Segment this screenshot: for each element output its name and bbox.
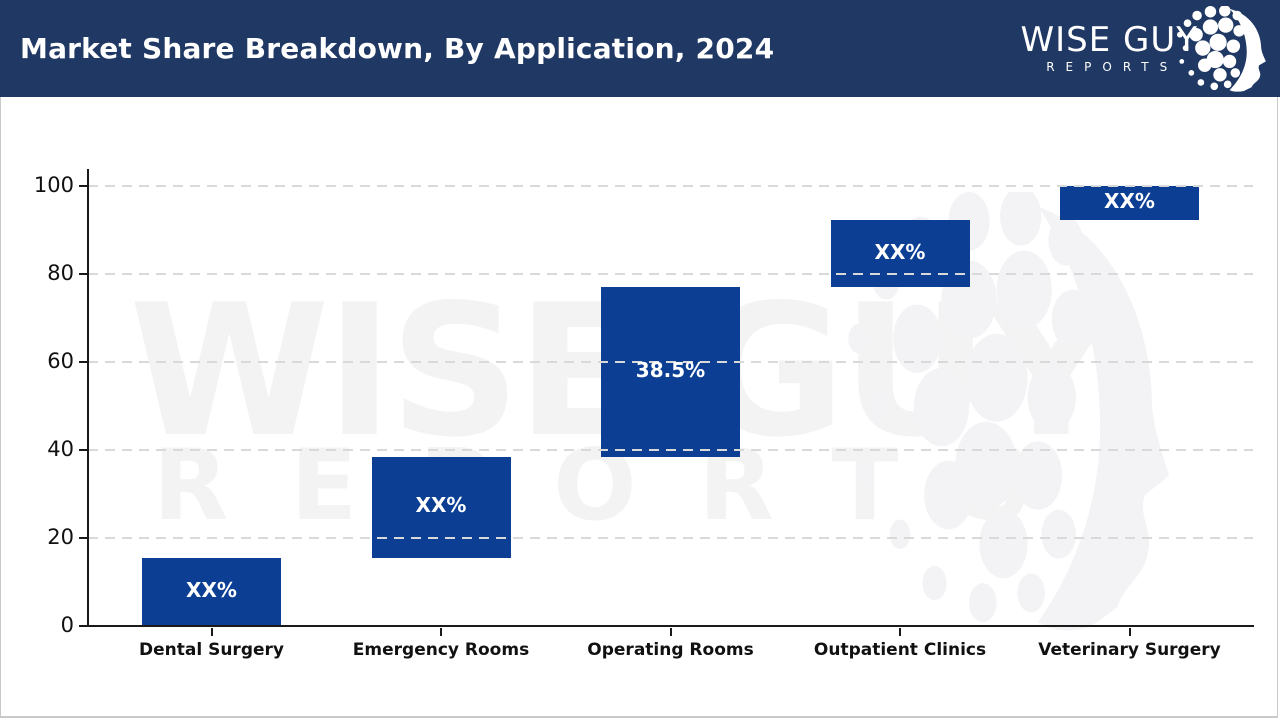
bar-value-label: 38.5%	[635, 357, 706, 382]
x-tick	[899, 628, 901, 636]
x-tick-label: Veterinary Surgery	[1038, 640, 1221, 660]
y-tick	[79, 625, 87, 627]
y-tick	[79, 273, 87, 275]
x-tick	[669, 628, 672, 636]
x-tick-label: Outpatient Clinics	[813, 640, 987, 660]
y-tick-label: 40	[47, 437, 74, 461]
bar-value-label: XX%	[874, 239, 926, 264]
bar	[1060, 186, 1199, 220]
bar-value-label: XX%	[415, 493, 467, 518]
y-tick-label: 20	[47, 525, 74, 549]
x-tick-label: Dental Surgery	[139, 640, 284, 660]
wiseguy-logo: WISE GUY REPORTS	[1018, 0, 1268, 97]
x-axis	[87, 625, 1254, 627]
bar	[371, 456, 511, 558]
y-tick-label: 100	[33, 173, 74, 197]
gridline	[88, 185, 1253, 187]
y-tick-label: 0	[60, 613, 74, 637]
logo-face-icon	[1177, 6, 1266, 92]
logo-text: WISE GUY REPORTS	[1020, 22, 1198, 74]
watermark-face	[848, 192, 1170, 631]
header-bar: Market Share Breakdown, By Application, …	[0, 0, 1280, 97]
gridline	[88, 273, 1253, 275]
watermark-reports: REPORTS	[153, 429, 1094, 543]
logo-wordmark: WISE GUY	[1020, 20, 1198, 60]
bar	[601, 287, 740, 457]
logo-subtitle: REPORTS	[1046, 60, 1179, 74]
gridline	[88, 361, 1253, 363]
gridline	[88, 449, 1253, 451]
y-tick	[79, 361, 87, 363]
chart-title: Market Share Breakdown, By Application, …	[20, 32, 775, 65]
bar	[142, 557, 281, 626]
y-axis	[87, 169, 89, 627]
x-tick	[210, 628, 213, 636]
x-tick-label: Emergency Rooms	[352, 640, 530, 660]
bar	[830, 219, 970, 288]
x-tick-label: Operating Rooms	[587, 640, 754, 660]
x-tick	[1128, 628, 1131, 636]
y-tick-label: 80	[47, 261, 74, 285]
y-tick	[79, 537, 87, 539]
y-tick	[79, 449, 87, 451]
bar-value-label: XX%	[1104, 188, 1155, 213]
gridline	[88, 537, 1253, 539]
bar-value-label: XX%	[186, 577, 237, 602]
y-tick	[79, 185, 87, 187]
chart-canvas: WISE GUY REPORTS XX% Dental Surgery XX% Eme…	[0, 97, 1278, 718]
y-tick-label: 60	[47, 349, 74, 373]
x-tick	[440, 628, 442, 636]
